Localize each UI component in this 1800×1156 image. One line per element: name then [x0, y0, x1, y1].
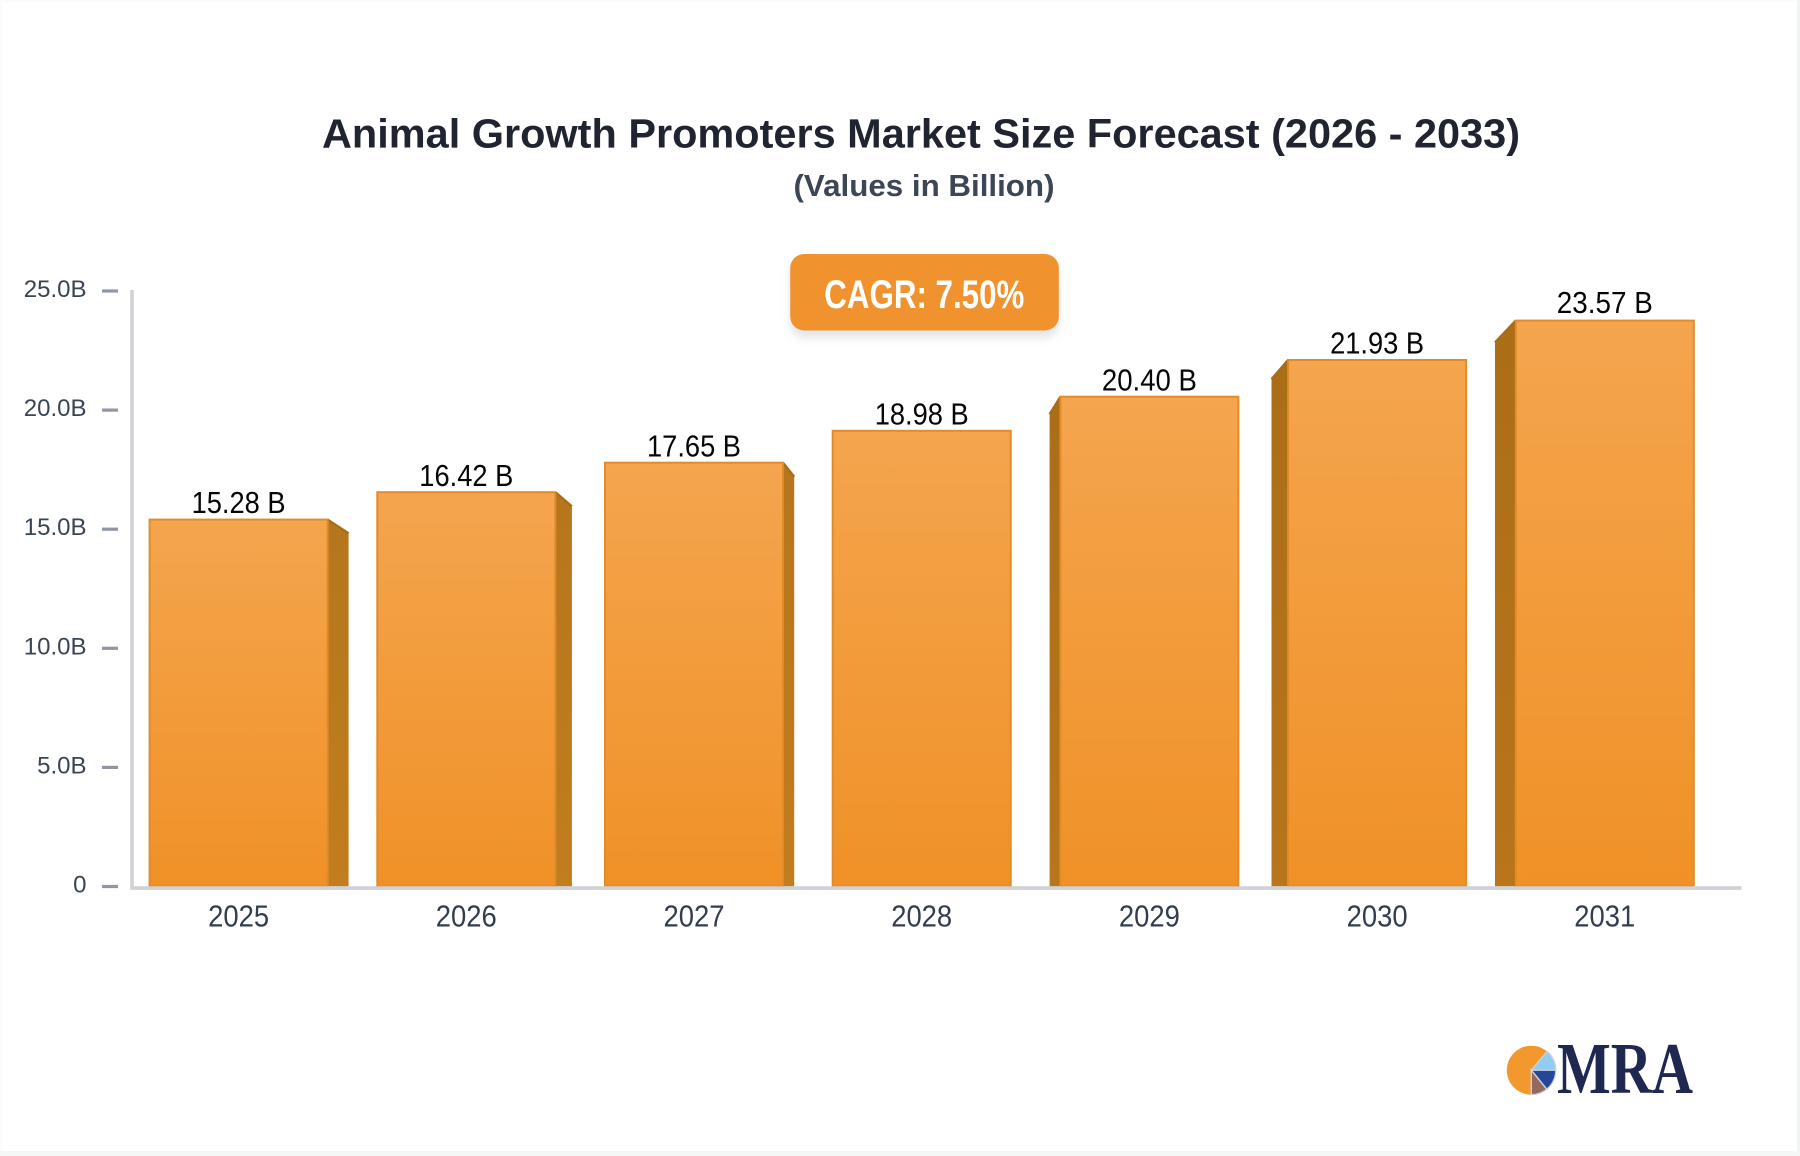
svg-text:25.0B: 25.0B	[24, 276, 87, 303]
svg-text:20.40 B: 20.40 B	[1102, 363, 1197, 397]
svg-text:16.42 B: 16.42 B	[419, 459, 513, 493]
svg-text:MRA: MRA	[1557, 1028, 1693, 1109]
svg-text:0: 0	[73, 872, 86, 899]
svg-text:2030: 2030	[1347, 899, 1408, 934]
svg-text:2027: 2027	[664, 899, 725, 934]
svg-text:18.98 B: 18.98 B	[875, 397, 969, 431]
svg-text:2029: 2029	[1119, 899, 1180, 934]
svg-text:20.0B: 20.0B	[24, 395, 87, 422]
svg-text:2031: 2031	[1574, 899, 1635, 934]
svg-text:5.0B: 5.0B	[37, 752, 86, 779]
svg-text:CAGR: 7.50%: CAGR: 7.50%	[824, 273, 1024, 317]
svg-text:2028: 2028	[891, 899, 952, 934]
svg-text:2025: 2025	[208, 899, 269, 934]
svg-text:23.57 B: 23.57 B	[1557, 286, 1653, 320]
svg-text:Animal Growth Promoters Market: Animal Growth Promoters Market Size Fore…	[322, 111, 1520, 157]
svg-text:21.93 B: 21.93 B	[1330, 327, 1424, 361]
svg-text:15.28 B: 15.28 B	[192, 486, 286, 520]
svg-text:17.65 B: 17.65 B	[647, 429, 741, 463]
svg-text:15.0B: 15.0B	[24, 514, 87, 541]
svg-text:2026: 2026	[436, 899, 497, 934]
svg-text:10.0B: 10.0B	[24, 633, 87, 660]
svg-text:(Values in Billion): (Values in Billion)	[794, 168, 1055, 203]
